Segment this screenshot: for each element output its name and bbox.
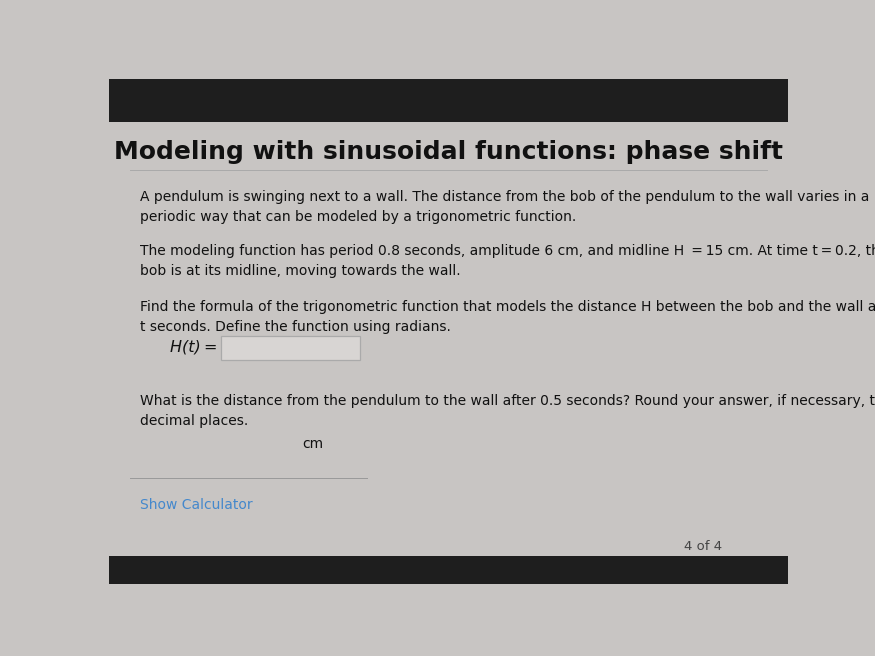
Text: Find the formula of the trigonometric function that models the distance H betwee: Find the formula of the trigonometric fu… [140, 300, 875, 334]
Text: H(t) =: H(t) = [171, 340, 218, 355]
Bar [109, 556, 788, 584]
Text: What is the distance from the pendulum to the wall after 0.5 seconds? Round your: What is the distance from the pendulum t… [140, 394, 875, 428]
Text: Show Calculator: Show Calculator [140, 498, 253, 512]
Bar [221, 336, 360, 360]
Bar [109, 79, 788, 121]
Text: The modeling function has period 0.8 seconds, amplitude 6 cm, and midline H  = 1: The modeling function has period 0.8 sec… [140, 245, 875, 278]
Text: 4 of 4: 4 of 4 [683, 541, 722, 554]
Text: A pendulum is swinging next to a wall. The distance from the bob of the pendulum: A pendulum is swinging next to a wall. T… [140, 190, 869, 224]
Text: cm: cm [303, 437, 324, 451]
Text: Modeling with sinusoidal functions: phase shift: Modeling with sinusoidal functions: phas… [114, 140, 783, 164]
